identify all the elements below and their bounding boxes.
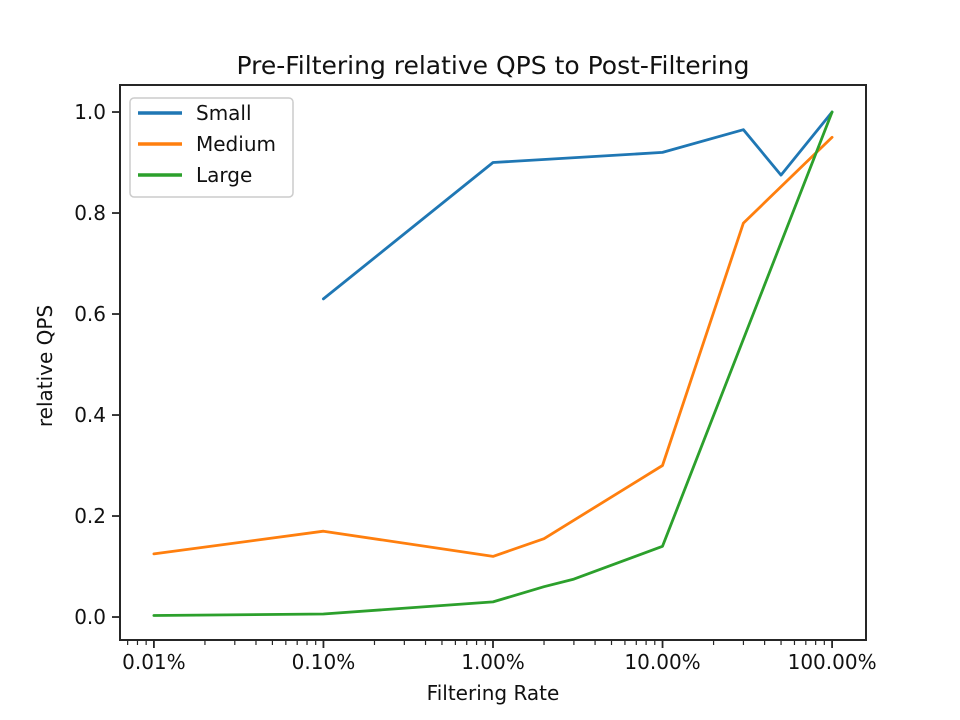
legend-label-large: Large — [196, 163, 252, 187]
y-tick-label: 0.8 — [74, 201, 106, 225]
x-tick-label: 0.10% — [292, 650, 356, 674]
x-tick-label: 100.00% — [788, 650, 877, 674]
series-line-medium — [152, 135, 834, 558]
y-tick-label: 0.6 — [74, 302, 106, 326]
y-tick-label: 0.4 — [74, 403, 106, 427]
legend: Small Medium Large — [129, 97, 294, 198]
legend-label-medium: Medium — [196, 132, 276, 156]
y-major-ticks — [112, 111, 120, 618]
y-tick-labels: 0.0 0.2 0.4 0.6 0.8 1.0 — [74, 100, 106, 629]
y-axis-label: relative QPS — [33, 305, 57, 427]
x-tick-label: 1.00% — [461, 650, 525, 674]
series-line-large — [152, 110, 834, 617]
legend-box — [129, 97, 294, 198]
legend-label-small: Small — [196, 101, 252, 125]
axes-frame — [119, 84, 867, 641]
plot-series — [152, 110, 834, 617]
chart-title: Pre-Filtering relative QPS to Post-Filte… — [236, 51, 749, 80]
x-tick-label: 10.00% — [624, 650, 700, 674]
series-line-small — [321, 110, 834, 301]
x-axis-label: Filtering Rate — [427, 681, 560, 705]
y-tick-label: 0.2 — [74, 504, 106, 528]
x-major-ticks — [153, 640, 833, 648]
x-tick-label: 0.01% — [122, 650, 186, 674]
y-tick-label: 0.0 — [74, 605, 106, 629]
y-tick-label: 1.0 — [74, 100, 106, 124]
x-tick-labels: 0.01% 0.10% 1.00% 10.00% 100.00% — [122, 650, 876, 674]
